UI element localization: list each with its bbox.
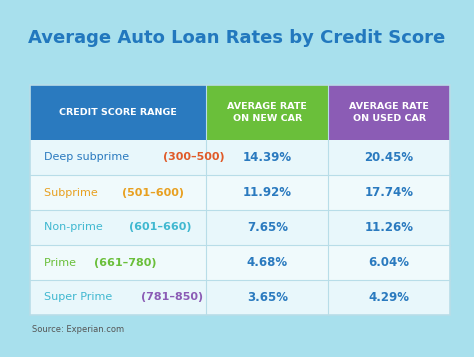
Text: (501–600): (501–600) <box>122 187 184 197</box>
Text: 17.74%: 17.74% <box>365 186 414 199</box>
Text: Super Prime: Super Prime <box>44 292 119 302</box>
Bar <box>30 85 450 315</box>
Text: AVERAGE RATE
ON USED CAR: AVERAGE RATE ON USED CAR <box>349 102 429 123</box>
Text: Deep subprime: Deep subprime <box>44 152 136 162</box>
Text: Source: Experian.com: Source: Experian.com <box>32 325 124 334</box>
Text: Average Auto Loan Rates by Credit Score: Average Auto Loan Rates by Credit Score <box>28 29 446 47</box>
Text: (661–780): (661–780) <box>94 257 157 267</box>
Text: 4.29%: 4.29% <box>369 291 410 304</box>
Text: 14.39%: 14.39% <box>243 151 292 164</box>
Bar <box>30 245 450 280</box>
Bar <box>30 280 450 315</box>
Text: AVERAGE RATE
ON NEW CAR: AVERAGE RATE ON NEW CAR <box>228 102 307 123</box>
Text: 7.65%: 7.65% <box>247 221 288 234</box>
Text: Prime: Prime <box>44 257 83 267</box>
Bar <box>30 140 450 175</box>
Bar <box>30 175 450 210</box>
Text: (781–850): (781–850) <box>141 292 203 302</box>
Text: (300–500): (300–500) <box>163 152 225 162</box>
Text: 11.26%: 11.26% <box>365 221 414 234</box>
Text: 11.92%: 11.92% <box>243 186 292 199</box>
Text: 20.45%: 20.45% <box>365 151 414 164</box>
Text: Non-prime: Non-prime <box>44 222 110 232</box>
Text: Subprime: Subprime <box>44 187 105 197</box>
Text: CREDIT SCORE RANGE: CREDIT SCORE RANGE <box>59 108 177 117</box>
Bar <box>206 85 328 140</box>
Text: 6.04%: 6.04% <box>369 256 410 269</box>
Text: 4.68%: 4.68% <box>247 256 288 269</box>
Text: (601–660): (601–660) <box>129 222 191 232</box>
Text: 3.65%: 3.65% <box>247 291 288 304</box>
Bar <box>328 85 450 140</box>
Bar <box>30 210 450 245</box>
Bar <box>30 85 206 140</box>
